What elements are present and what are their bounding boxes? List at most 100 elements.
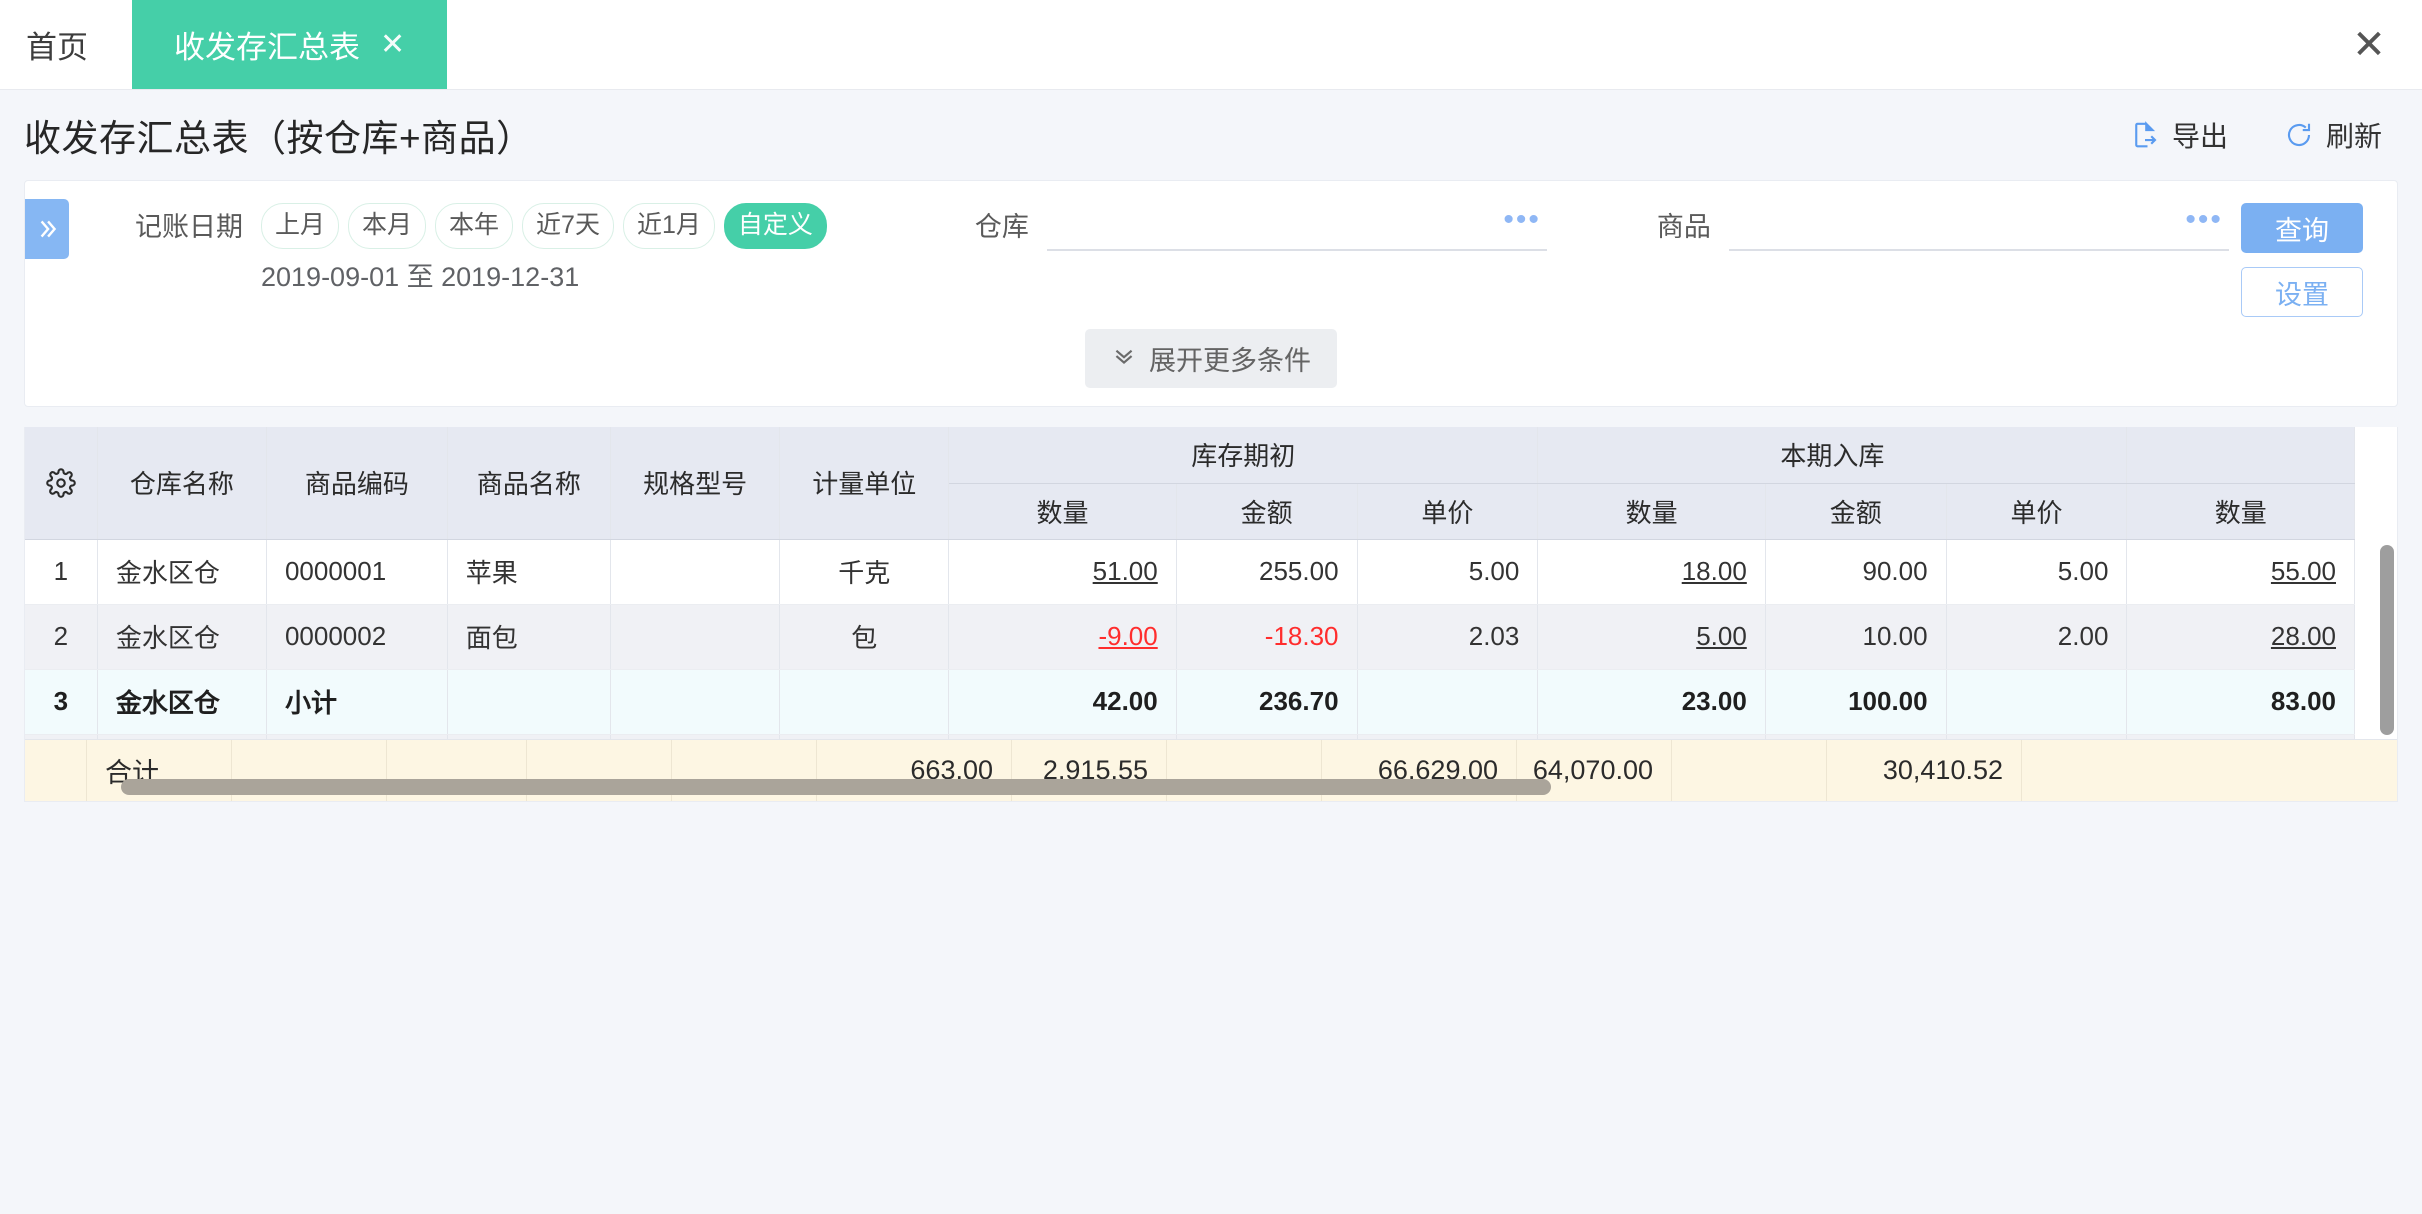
cell-in-qty: 23.00 [1537,669,1766,735]
date-chip-custom[interactable]: 自定义 [723,203,827,249]
cell-product-code: 小计 [266,669,448,735]
total-blank-code [232,740,387,801]
refresh-icon [2284,120,2314,150]
cell-opening-price: 5.00 [1357,539,1539,605]
cell-product-code: 0000002 [266,604,448,670]
cell-in-qty-link[interactable]: 18.00 [1681,556,1747,586]
cell-spec [610,604,781,670]
column-header-opening-price[interactable]: 单价 [1357,483,1539,540]
export-label: 导出 [2171,121,2228,152]
cell-in-amount: 10.00 [1765,604,1947,670]
cell-opening-amount: 236.70 [1176,669,1358,735]
date-range-value[interactable]: 2019-09-01 至 2019-12-31 [261,261,580,292]
expand-more-conditions-button[interactable]: 展开更多条件 [1085,329,1337,388]
product-more-icon[interactable]: ••• [2185,203,2223,236]
column-header-in-amount[interactable]: 金额 [1765,483,1947,540]
column-settings-button[interactable] [25,427,98,540]
column-group-opening-stock: 库存期初 [948,427,1539,484]
cell-in-price [1946,669,2128,735]
column-header-opening-amount[interactable]: 金额 [1176,483,1358,540]
table-row[interactable]: 2 金水区仓 0000002 面包包 -9.00 -18.30 2.03 5.00 10.00 2… [25,604,2355,670]
tab-home[interactable]: 首页 [0,0,132,89]
filter-row: 记账日期 上月 本月 本年 近7天 近1月 自定义 2019-09-01 至 2… [25,203,2397,317]
settings-button[interactable]: 设置 [2241,267,2363,317]
tab-home-label: 首页 [26,30,88,65]
column-header-in-qty[interactable]: 数量 [1537,483,1766,540]
row-index: 2 [25,604,98,670]
cell-opening-qty[interactable]: -9.00 [948,604,1177,670]
vertical-scrollbar[interactable] [2380,545,2394,735]
page-title: 收发存汇总表（按仓库+商品） [24,118,534,159]
date-filter-label: 记账日期 [135,212,243,242]
cell-out-qty-link[interactable]: 28.00 [2270,621,2336,651]
cell-in-qty[interactable]: 5.00 [1537,604,1766,670]
cell-out-qty[interactable]: 55.00 [2126,539,2355,605]
cell-in-amount: 90.00 [1765,539,1947,605]
date-filter-body: 上月 本月 本年 近7天 近1月 自定义 2019-09-01 至 2019-1… [261,203,827,294]
product-filter-label: 商品 [1656,212,1711,242]
cell-opening-qty-link[interactable]: 51.00 [1092,556,1158,586]
date-chip-last-7-days[interactable]: 近7天 [522,203,614,249]
total-out-qty: 30,410.52 [1827,740,2022,801]
data-table-container: 仓库名称 商品编码 商品名称 规格型号 计量单位 库存期初 本期入库 数量 金额… [24,427,2398,802]
window-close-icon[interactable]: ✕ [2352,22,2386,67]
export-button[interactable]: 导出 [2130,115,2228,155]
filter-actions: 查询 设置 [2241,203,2367,317]
row-index: 3 [25,669,98,735]
table-header-sub-row: 数量 金额 单价 数量 金额 单价 数量 [25,483,2355,540]
cell-spec [610,669,781,735]
date-chip-this-month[interactable]: 本月 [348,203,427,249]
cell-unit: 包 [779,604,950,670]
column-header-opening-qty[interactable]: 数量 [948,483,1177,540]
total-in-price [1672,740,1827,801]
tab-inventory-summary[interactable]: 收发存汇总表 ✕ [132,0,448,89]
cell-opening-amount: -18.30 [1176,604,1358,670]
tab-close-icon[interactable]: ✕ [380,27,406,61]
date-chip-last-1-month[interactable]: 近1月 [622,203,715,249]
export-icon [2130,120,2160,150]
cell-in-qty[interactable]: 18.00 [1537,539,1766,605]
column-header-in-price[interactable]: 单价 [1946,483,2128,540]
cell-out-qty-link[interactable]: 55.00 [2270,556,2336,586]
cell-product-code: 0000001 [266,539,448,605]
total-blank-spec [527,740,672,801]
gear-icon [25,467,96,498]
cell-out-qty: 83.00 [2126,669,2355,735]
column-header-out-qty[interactable]: 数量 [2126,483,2355,540]
refresh-button[interactable]: 刷新 [2284,115,2382,155]
tab-inventory-summary-label: 收发存汇总表 [174,30,360,65]
column-header-unit[interactable]: 计量单位 [779,427,950,540]
collapse-sidebar-toggle[interactable] [25,199,69,259]
cell-unit [779,669,950,735]
cell-in-amount: 100.00 [1765,669,1947,735]
column-header-product-name[interactable]: 商品名称 [447,427,612,540]
warehouse-filter: 仓库 ••• [975,203,1547,251]
query-button[interactable]: 查询 [2241,203,2363,253]
cell-opening-qty-link[interactable]: -9.00 [1098,621,1158,651]
cell-warehouse: 金水区仓 [97,604,267,670]
cell-opening-qty[interactable]: 51.00 [948,539,1177,605]
warehouse-more-icon[interactable]: ••• [1503,203,1541,236]
product-input-wrap: ••• [1728,203,2229,251]
column-header-spec[interactable]: 规格型号 [610,427,781,540]
table-subtotal-row[interactable]: 3 金水区仓 小计 42.00 236.70 23.00 100.00 83.00 [25,669,2355,735]
warehouse-input-wrap: ••• [1046,203,1547,251]
table-row[interactable]: 1 金水区仓 0000001 苹果 千克 51.00 255.00 5.00 18.00 90.0… [25,539,2355,605]
column-header-product-code[interactable]: 商品编码 [266,427,448,540]
date-chip-this-year[interactable]: 本年 [435,203,514,249]
cell-out-qty[interactable]: 28.00 [2126,604,2355,670]
table-header-group-row: 仓库名称 商品编码 商品名称 规格型号 计量单位 库存期初 本期入库 [25,427,2355,540]
filter-panel: 记账日期 上月 本月 本年 近7天 近1月 自定义 2019-09-01 至 2… [24,180,2398,407]
cell-product-name [447,669,612,735]
date-chip-last-month[interactable]: 上月 [261,203,340,249]
product-input[interactable] [1728,203,2180,249]
cell-opening-price: 2.03 [1357,604,1539,670]
cell-opening-amount: 255.00 [1176,539,1358,605]
cell-unit: 千克 [779,539,950,605]
warehouse-input[interactable] [1046,203,1498,249]
total-blank-unit [672,740,817,801]
column-header-warehouse[interactable]: 仓库名称 [97,427,267,540]
horizontal-scrollbar[interactable] [121,779,1551,795]
date-filter: 记账日期 上月 本月 本年 近7天 近1月 自定义 2019-09-01 至 2… [135,203,827,294]
cell-in-qty-link[interactable]: 5.00 [1696,621,1747,651]
